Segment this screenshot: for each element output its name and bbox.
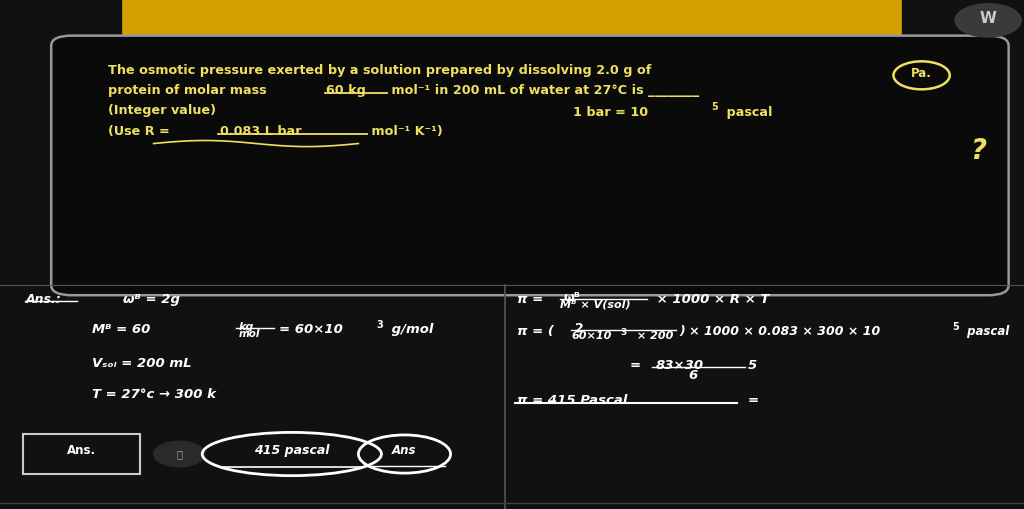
Text: Mᴮ × V(sol): Mᴮ × V(sol)	[560, 299, 631, 309]
Text: W: W	[980, 11, 996, 26]
Text: 60 kg: 60 kg	[326, 84, 366, 97]
Text: Mᴮ = 60: Mᴮ = 60	[92, 323, 151, 336]
Text: 6: 6	[688, 369, 697, 382]
Text: Pa.: Pa.	[911, 67, 932, 80]
Text: 5: 5	[952, 322, 959, 332]
Text: 0.083 L bar: 0.083 L bar	[220, 125, 302, 138]
Text: pascal: pascal	[963, 325, 1009, 338]
Text: 3: 3	[377, 320, 384, 330]
Text: 5: 5	[748, 359, 757, 372]
Text: kg: kg	[239, 322, 254, 332]
FancyBboxPatch shape	[123, 0, 901, 38]
Text: π =: π =	[517, 293, 548, 306]
Text: Ans.: Ans.	[68, 444, 96, 457]
Text: 3: 3	[621, 328, 627, 337]
Text: (Use R =: (Use R =	[108, 125, 174, 138]
Text: pascal: pascal	[722, 106, 772, 119]
Text: 83×30: 83×30	[655, 359, 703, 372]
Circle shape	[154, 441, 205, 467]
Text: Ans.:: Ans.:	[26, 293, 61, 306]
Text: 1 bar = 10: 1 bar = 10	[573, 106, 648, 119]
Text: = 60×10: = 60×10	[279, 323, 342, 336]
Text: mol⁻¹ in 200 mL of water at 27°C is ________: mol⁻¹ in 200 mL of water at 27°C is ____…	[387, 84, 699, 97]
Text: (Integer value): (Integer value)	[108, 104, 215, 118]
Text: T = 27°c → 300 k: T = 27°c → 300 k	[92, 388, 216, 401]
Text: =: =	[748, 394, 759, 408]
Text: mol⁻¹ K⁻¹): mol⁻¹ K⁻¹)	[367, 125, 442, 138]
Text: ωᴮ = 2g: ωᴮ = 2g	[123, 293, 180, 306]
Text: ωᴮ: ωᴮ	[563, 291, 580, 304]
Text: ) × 1000 × 0.083 × 300 × 10: ) × 1000 × 0.083 × 300 × 10	[679, 325, 881, 338]
Text: 5: 5	[712, 102, 719, 112]
Circle shape	[955, 4, 1021, 37]
Text: π = 415 Pascal: π = 415 Pascal	[517, 394, 628, 408]
Text: π = (: π = (	[517, 325, 554, 338]
Text: Ans: Ans	[392, 444, 417, 457]
Text: Vₛₒₗ = 200 mL: Vₛₒₗ = 200 mL	[92, 357, 191, 371]
Text: 📷: 📷	[176, 449, 182, 459]
Text: protein of molar mass: protein of molar mass	[108, 84, 270, 97]
Text: 60×10: 60×10	[571, 331, 611, 341]
Text: g/mol: g/mol	[387, 323, 433, 336]
Text: The osmotic pressure exerted by a solution prepared by dissolving 2.0 g of: The osmotic pressure exerted by a soluti…	[108, 64, 651, 77]
Text: 2: 2	[575, 322, 585, 335]
Text: mol: mol	[239, 329, 260, 339]
FancyBboxPatch shape	[51, 36, 1009, 295]
Text: ?: ?	[970, 137, 986, 165]
Bar	[23, 434, 140, 474]
Text: × 200: × 200	[633, 331, 673, 341]
Text: 415 pascal: 415 pascal	[254, 444, 330, 457]
Text: × 1000 × R × T: × 1000 × R × T	[652, 293, 770, 306]
Text: =: =	[630, 359, 645, 372]
